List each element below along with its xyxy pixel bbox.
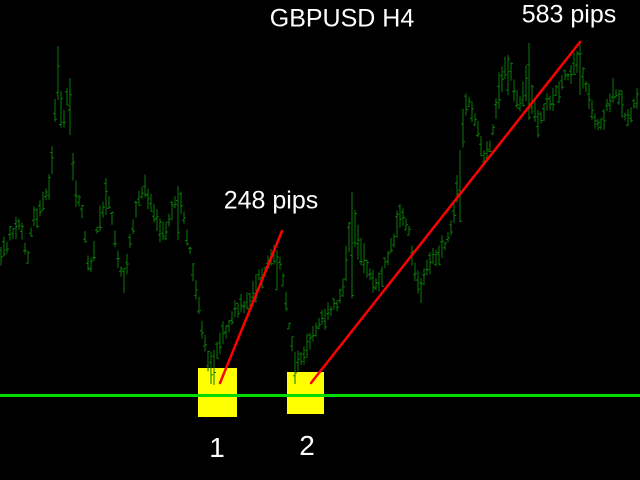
trendline-248[interactable] <box>218 229 284 385</box>
chart-symbol-title: GBPUSD H4 <box>269 4 415 33</box>
price-bars <box>0 42 639 385</box>
trendline-583[interactable] <box>309 40 582 385</box>
bottom-marker-1: 1 <box>209 432 225 463</box>
highlight-box-1[interactable] <box>198 368 237 417</box>
bottom-marker-2: 2 <box>299 430 315 461</box>
highlight-box-2[interactable] <box>287 372 324 414</box>
pips-label-248: 248 pips <box>223 186 319 215</box>
pips-label-583: 583 pips <box>521 0 617 29</box>
